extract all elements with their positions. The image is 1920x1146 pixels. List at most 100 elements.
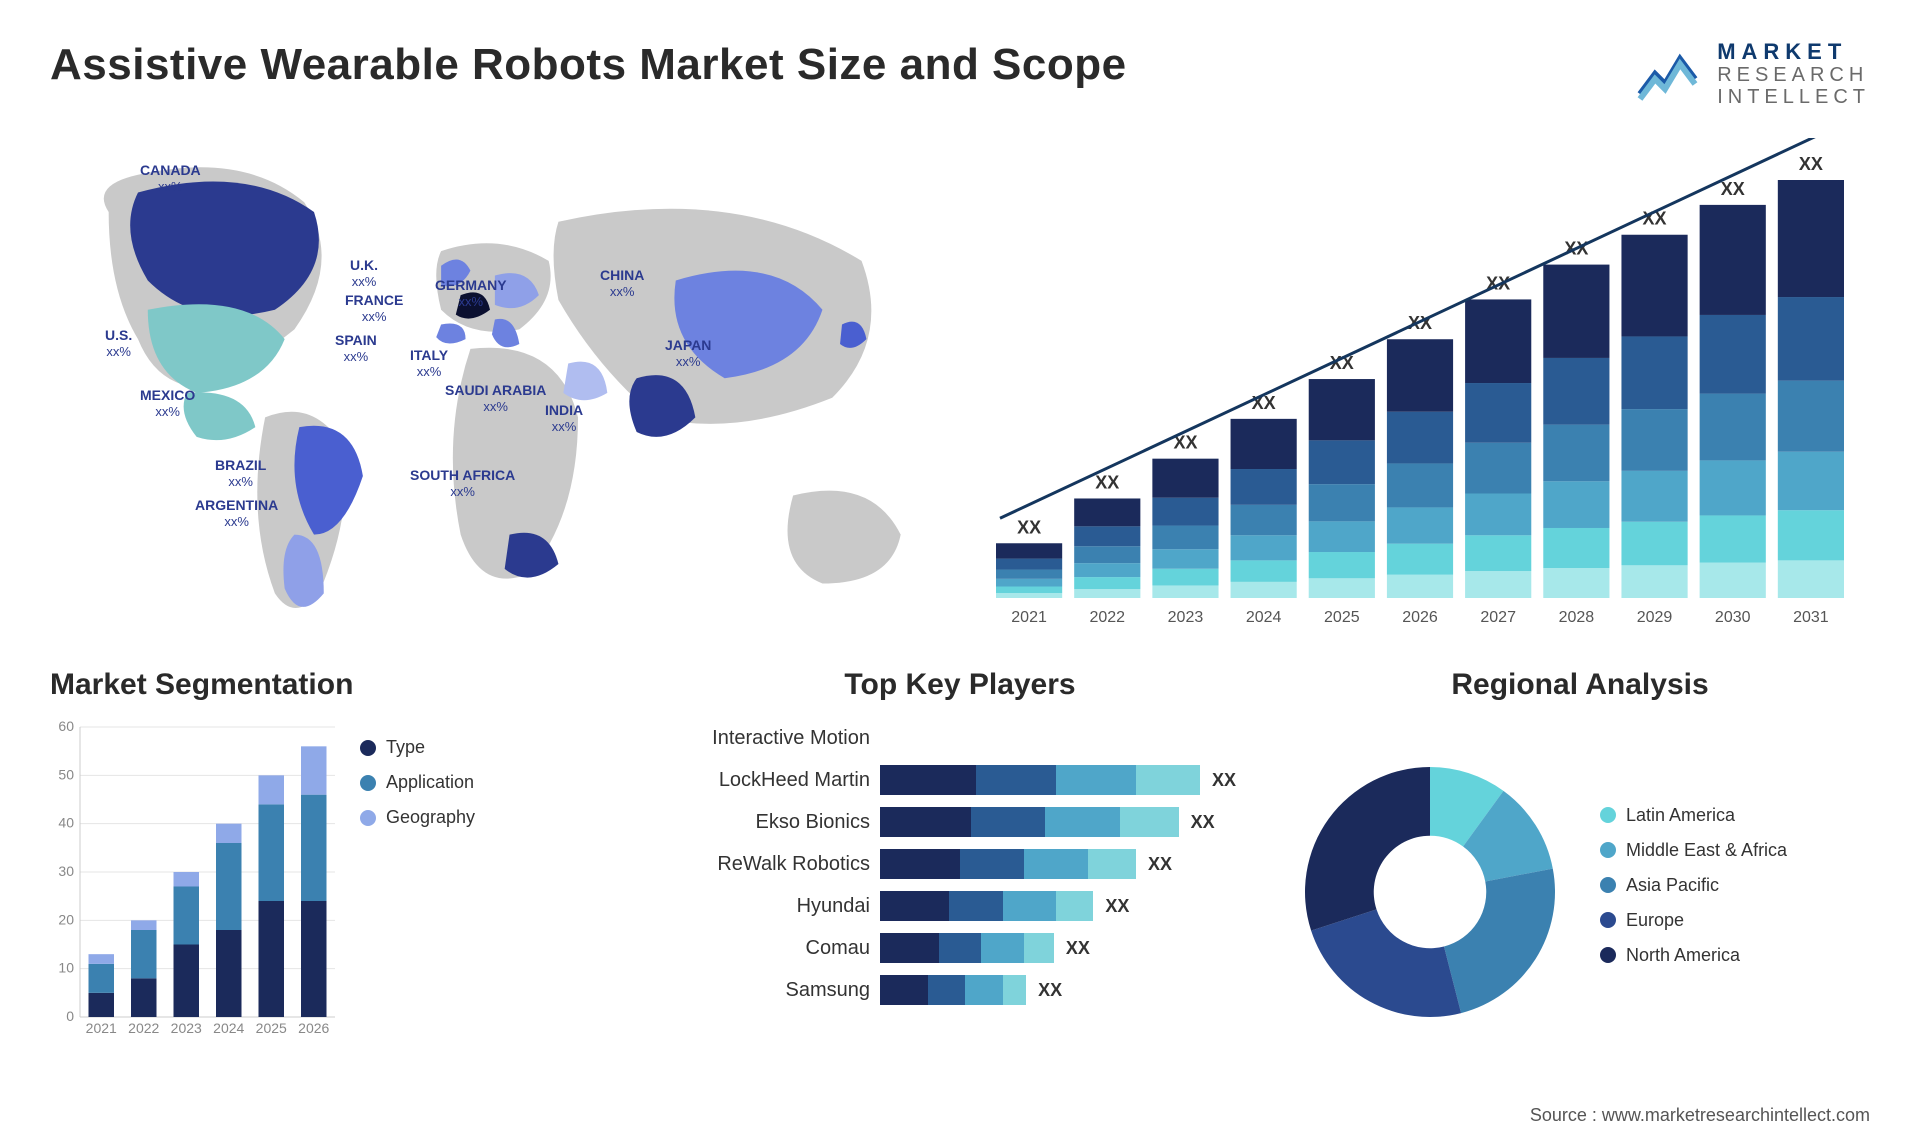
svg-text:2021: 2021 xyxy=(86,1020,117,1036)
svg-text:2025: 2025 xyxy=(256,1020,287,1036)
segmentation-chart: 0 10 20 30 40 50 60 2021 2022 2023 2024 2025 2026 xyxy=(50,717,340,1047)
player-row: XX xyxy=(880,843,1250,885)
map-label-spain: SPAINxx% xyxy=(335,333,377,364)
player-value: XX xyxy=(1212,770,1236,791)
map-label-canada: CANADAxx% xyxy=(140,163,201,194)
svg-text:40: 40 xyxy=(58,815,74,831)
svg-text:60: 60 xyxy=(58,718,74,734)
map-label-saudi-arabia: SAUDI ARABIAxx% xyxy=(445,383,546,414)
map-label-brazil: BRAZILxx% xyxy=(215,458,266,489)
svg-text:0: 0 xyxy=(66,1008,74,1024)
player-label: Ekso Bionics xyxy=(670,801,870,843)
player-label: ReWalk Robotics xyxy=(670,843,870,885)
logo-icon xyxy=(1635,44,1705,104)
map-label-argentina: ARGENTINAxx% xyxy=(195,498,278,529)
svg-text:2029: 2029 xyxy=(1637,609,1673,626)
players-title: Top Key Players xyxy=(670,668,1250,702)
player-row: XX xyxy=(880,969,1250,1011)
player-row xyxy=(880,717,1250,759)
regional-legend-item: Asia Pacific xyxy=(1600,875,1800,896)
svg-text:50: 50 xyxy=(58,767,74,783)
growth-chart-panel: XX2021XX2022XX2023XX2024XX2025XX2026XX20… xyxy=(970,138,1870,638)
player-bar xyxy=(880,975,1026,1005)
legend-dot-icon xyxy=(1600,807,1616,823)
regional-legend-item: Middle East & Africa xyxy=(1600,840,1800,861)
player-bar xyxy=(880,807,1179,837)
player-value: XX xyxy=(1066,938,1090,959)
growth-chart: XX2021XX2022XX2023XX2024XX2025XX2026XX20… xyxy=(970,138,1870,638)
world-map-panel: CANADAxx% U.S.xx% MEXICOxx% BRAZILxx% ARGENT… xyxy=(50,138,930,638)
player-bar xyxy=(880,933,1054,963)
player-value: XX xyxy=(1191,812,1215,833)
legend-dot-icon xyxy=(360,740,376,756)
player-row: XX xyxy=(880,801,1250,843)
page-title: Assistive Wearable Robots Market Size an… xyxy=(50,40,1127,90)
map-label-china: CHINAxx% xyxy=(600,268,644,299)
regional-panel: Regional Analysis Latin America Middle Ea… xyxy=(1290,668,1870,1088)
player-row: XX xyxy=(880,927,1250,969)
svg-text:2022: 2022 xyxy=(1089,609,1125,626)
map-label-france: FRANCExx% xyxy=(345,293,403,324)
segmentation-legend-item: Geography xyxy=(360,807,630,828)
svg-text:2022: 2022 xyxy=(128,1020,159,1036)
map-label-mexico: MEXICOxx% xyxy=(140,388,195,419)
svg-text:20: 20 xyxy=(58,912,74,928)
legend-dot-icon xyxy=(360,810,376,826)
svg-text:2026: 2026 xyxy=(298,1020,329,1036)
segmentation-legend-item: Type xyxy=(360,737,630,758)
player-row: XX xyxy=(880,759,1250,801)
map-label-germany: GERMANYxx% xyxy=(435,278,507,309)
map-label-japan: JAPANxx% xyxy=(665,338,711,369)
source-attribution: Source : www.marketresearchintellect.com xyxy=(1530,1105,1870,1126)
player-value: XX xyxy=(1148,854,1172,875)
player-value: XX xyxy=(1105,896,1129,917)
logo-line-1: MARKET xyxy=(1717,40,1870,64)
legend-dot-icon xyxy=(1600,842,1616,858)
logo-line-2: RESEARCH xyxy=(1717,64,1870,86)
player-label: LockHeed Martin xyxy=(670,759,870,801)
segmentation-legend: TypeApplicationGeography xyxy=(360,717,630,1067)
map-label-u-s-: U.S.xx% xyxy=(105,328,132,359)
svg-text:10: 10 xyxy=(58,960,74,976)
players-labels: Interactive MotionLockHeed MartinEkso Bi… xyxy=(670,717,870,1011)
player-label: Hyundai xyxy=(670,885,870,927)
map-label-u-k-: U.K.xx% xyxy=(350,258,378,289)
player-row: XX xyxy=(880,885,1250,927)
legend-dot-icon xyxy=(360,775,376,791)
svg-text:2031: 2031 xyxy=(1793,609,1829,626)
svg-text:30: 30 xyxy=(58,863,74,879)
player-bar xyxy=(880,849,1136,879)
players-bars: XXXXXXXXXXXX xyxy=(880,717,1250,1011)
legend-dot-icon xyxy=(1600,912,1616,928)
player-bar xyxy=(880,891,1093,921)
map-label-south-africa: SOUTH AFRICAxx% xyxy=(410,468,515,499)
players-panel: Top Key Players Interactive MotionLockHe… xyxy=(670,668,1250,1088)
svg-text:XX: XX xyxy=(1017,517,1041,537)
map-label-india: INDIAxx% xyxy=(545,403,583,434)
svg-text:2024: 2024 xyxy=(1246,609,1282,626)
regional-legend: Latin America Middle East & Africa Asia Pa… xyxy=(1600,805,1800,980)
svg-text:2024: 2024 xyxy=(213,1020,244,1036)
player-value: XX xyxy=(1038,980,1062,1001)
regional-legend-item: Europe xyxy=(1600,910,1800,931)
legend-dot-icon xyxy=(1600,947,1616,963)
brand-logo: MARKET RESEARCH INTELLECT xyxy=(1635,40,1870,108)
player-label: Interactive Motion xyxy=(670,717,870,759)
regional-legend-item: North America xyxy=(1600,945,1800,966)
svg-text:2026: 2026 xyxy=(1402,609,1438,626)
regional-legend-item: Latin America xyxy=(1600,805,1800,826)
svg-text:XX: XX xyxy=(1799,154,1823,174)
svg-text:2023: 2023 xyxy=(171,1020,202,1036)
player-label: Comau xyxy=(670,927,870,969)
segmentation-title: Market Segmentation xyxy=(50,668,630,702)
svg-text:XX: XX xyxy=(1721,179,1745,199)
segmentation-panel: Market Segmentation 0 10 20 30 40 50 60 2021 202… xyxy=(50,668,630,1088)
svg-text:2030: 2030 xyxy=(1715,609,1751,626)
svg-text:2021: 2021 xyxy=(1011,609,1047,626)
regional-donut-chart xyxy=(1290,752,1570,1032)
player-bar xyxy=(880,765,1200,795)
legend-dot-icon xyxy=(1600,877,1616,893)
svg-text:2023: 2023 xyxy=(1168,609,1204,626)
svg-text:2028: 2028 xyxy=(1559,609,1595,626)
regional-title: Regional Analysis xyxy=(1290,668,1870,702)
